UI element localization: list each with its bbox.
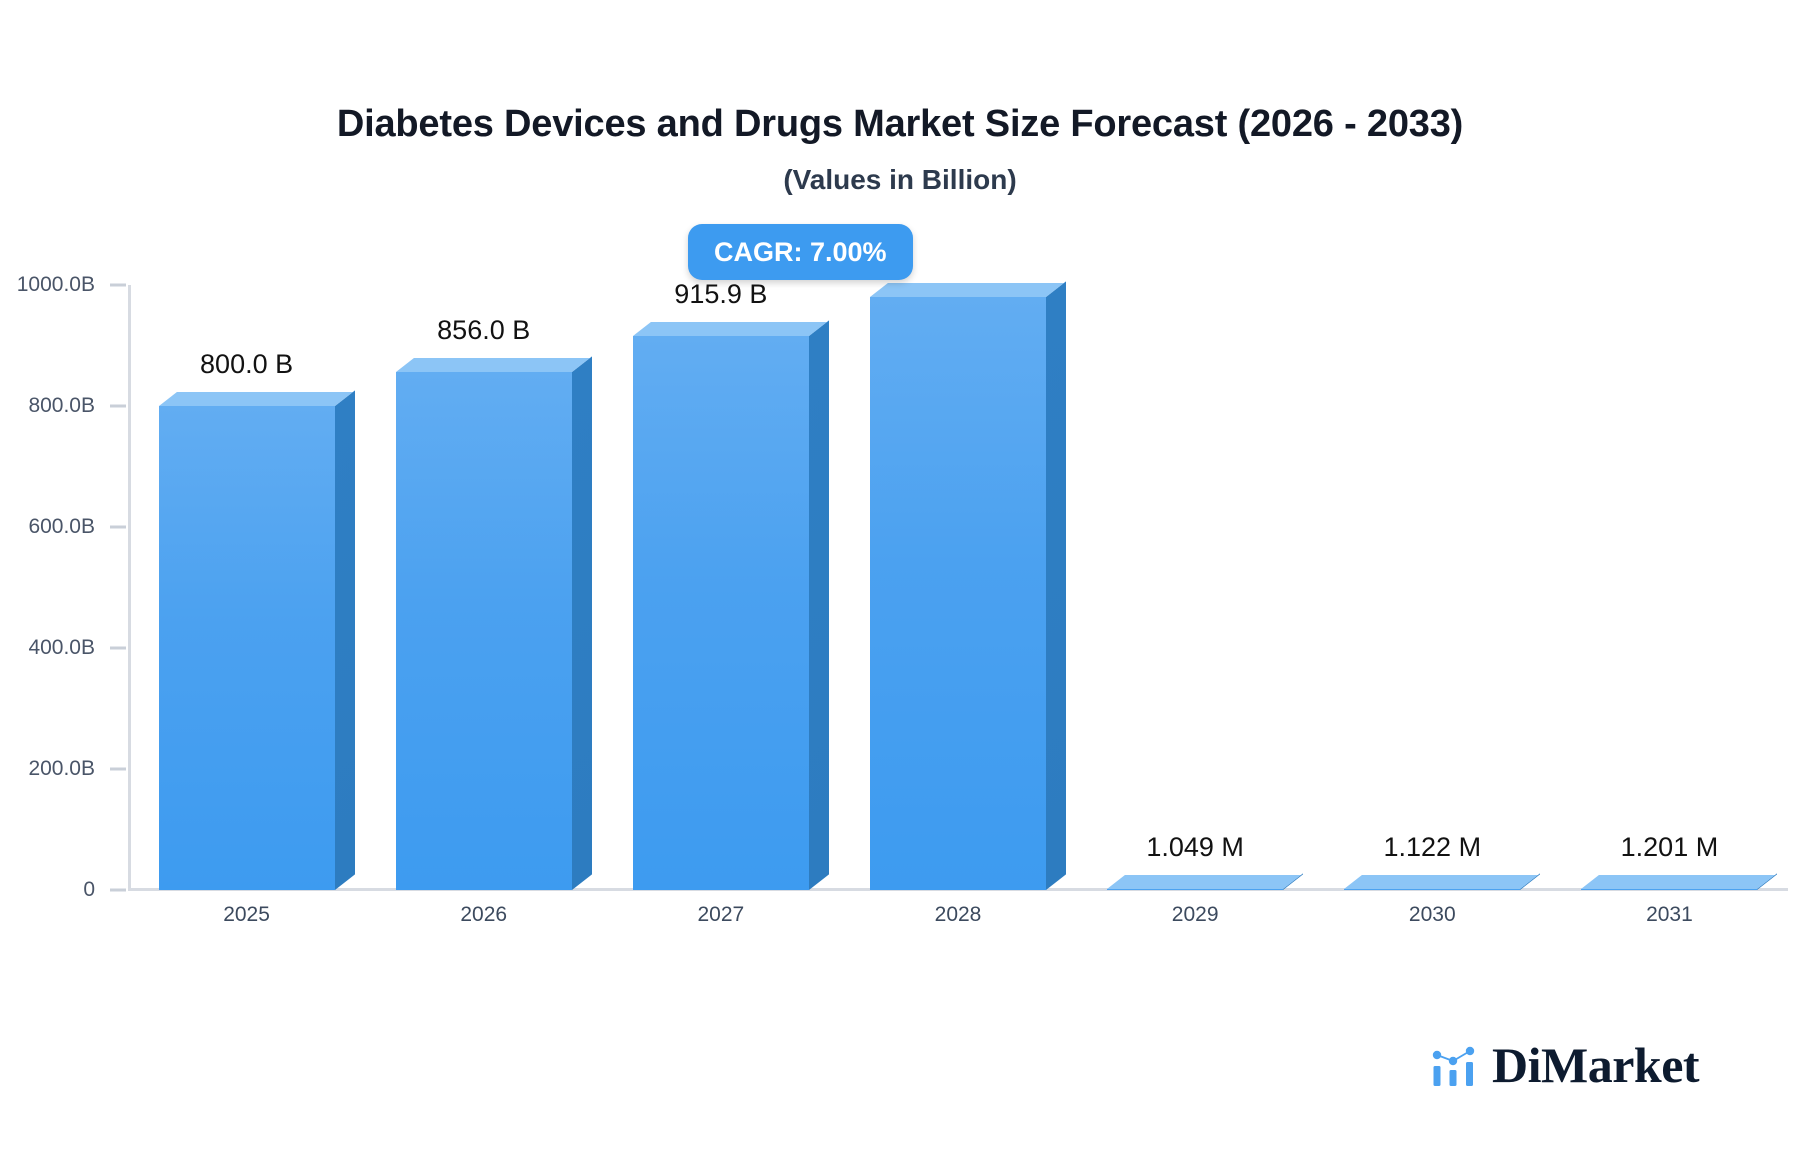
bar-front-face [1581,889,1758,890]
x-tick-label: 2030 [1408,903,1456,926]
y-tick-mark [110,767,126,771]
bar-value-label: 915.9 B [674,278,768,309]
bar-front-face [395,372,572,890]
bar-side-face [808,320,829,891]
page-subtitle: (Values in Billion) [783,164,1017,195]
x-tick-label: 2031 [1646,903,1693,926]
cagr-badge[interactable]: CAGR: 7.00% [688,224,913,280]
bar-side-face [571,356,592,891]
bar[interactable] [632,320,829,891]
bar-chart-icon [1432,1046,1475,1086]
y-tick-label: 800.0B [28,394,95,417]
bar-front-face [1344,889,1521,890]
x-tick-label: 2027 [697,903,745,926]
bar[interactable] [1107,873,1304,890]
brand-logo: DiMarket [1432,1037,1700,1093]
y-tick-label: 400.0B [28,636,95,659]
bar-front-face [1107,889,1284,890]
bar[interactable] [158,390,355,890]
x-tick-label: 2026 [460,903,508,926]
bar[interactable] [1581,873,1778,890]
bar-front-face [158,406,335,890]
bar-value-label: 1.049 M [1146,832,1244,863]
bar[interactable] [1344,873,1541,890]
bar-top-face [395,358,590,373]
bar-top-face [1581,875,1776,890]
y-tick-label: 0 [83,878,95,901]
bar-value-label: 1.122 M [1383,832,1482,863]
y-tick-label: 200.0B [28,757,95,780]
y-tick-mark [110,404,126,408]
plot-area: 800.0 B 856.0 B 915.9 B 1.049 M 1.122 M 1.201… [128,279,1788,891]
x-tick-label: 2029 [1171,903,1219,926]
y-tick-label: 600.0B [28,515,95,538]
bar-top-face [1107,875,1302,890]
x-tick-label: 2028 [934,903,982,926]
bar[interactable] [870,281,1066,891]
page-title: Diabetes Devices and Drugs Market Size F… [336,103,1464,145]
bar-value-label: 856.0 B [437,315,531,346]
y-tick-mark [110,525,126,529]
bar-top-face [870,283,1064,298]
y-tick-label: 1000.0B [16,273,95,296]
bar-value-label: 1.201 M [1620,832,1719,863]
logo-text: DiMarket [1492,1037,1700,1093]
y-tick-mark [110,283,126,287]
bar-top-face [158,392,353,406]
bar-value-label: 800.0 B [200,349,294,379]
x-tick-label: 2025 [223,903,270,926]
bar-side-face [334,390,355,890]
bar-top-face [1344,875,1539,890]
bar[interactable] [395,356,592,891]
bar-front-face [632,335,809,890]
bar-series: 800.0 B 856.0 B 915.9 B 1.049 M 1.122 M 1.201… [128,279,1788,891]
y-tick-mark [110,888,126,892]
bar-front-face [870,297,1046,890]
y-axis-line [128,285,131,890]
bar-side-face [1046,281,1066,891]
bar-top-face [632,321,827,336]
y-tick-mark [110,646,126,650]
